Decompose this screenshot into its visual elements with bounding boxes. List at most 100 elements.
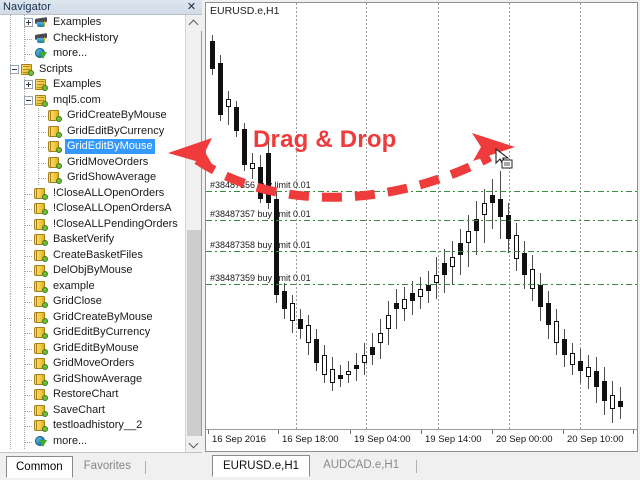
tree-guide-line	[10, 294, 11, 310]
tree-guide-line	[10, 247, 11, 263]
tree-item-examples[interactable]: Examples	[0, 77, 186, 93]
tree-guide-line	[10, 30, 11, 46]
navigator-tree[interactable]: Examples CheckHistory more... Scripts Exampl…	[0, 15, 186, 452]
tree-item-grideditbycurrency[interactable]: GridEditByCurrency	[0, 325, 186, 341]
tree-item-mql5-com[interactable]: mql5.com	[0, 92, 186, 108]
tree-item-gridshowaverage[interactable]: GridShowAverage	[0, 371, 186, 387]
candle-body	[330, 369, 335, 383]
tree-item-gridshowaverage[interactable]: GridShowAverage	[0, 170, 186, 186]
tree-guide-line	[24, 356, 25, 372]
tree-item-testloadhistory-2[interactable]: testloadhistory__2	[0, 418, 186, 434]
script-icon	[34, 233, 48, 247]
tree-item-restorechart[interactable]: RestoreChart	[0, 387, 186, 403]
tree-item-label: GridShowAverage	[53, 372, 143, 385]
tree-item-createbasketfiles[interactable]: CreateBasketFiles	[0, 247, 186, 263]
tree-item-delobjbymouse[interactable]: DelObjByMouse	[0, 263, 186, 279]
tree-item-gridmoveorders[interactable]: GridMoveOrders	[0, 356, 186, 372]
candle-body	[570, 353, 575, 365]
tree-elbow	[39, 116, 47, 117]
tree-guide-line	[10, 387, 11, 403]
candle-body	[506, 215, 511, 239]
candle-body	[314, 339, 319, 363]
tree-elbow	[25, 317, 33, 319]
tree-item-label: more...	[53, 434, 88, 447]
tree-elbow	[25, 348, 33, 350]
tree-guide-line	[10, 201, 11, 217]
tree-item-label: BasketVerify	[53, 233, 115, 246]
expand-icon[interactable]	[24, 80, 33, 89]
tree-item-label: !CloseALLOpenOrders	[53, 186, 165, 199]
tree-item-label: !CloseALLPendingOrders	[53, 217, 178, 230]
candle-body	[490, 195, 495, 203]
navigator-tab-favorites[interactable]: Favorites	[83, 460, 131, 472]
candle-body	[386, 315, 391, 329]
tree-item-label: testloadhistory__2	[53, 419, 143, 432]
tree-elbow	[25, 286, 33, 288]
tree-item-closeallpendingorders[interactable]: !CloseALLPendingOrders	[0, 216, 186, 232]
tree-item-gridcreatebymouse[interactable]: GridCreateByMouse	[0, 309, 186, 325]
tree-item-gridcreatebymouse[interactable]: GridCreateByMouse	[0, 108, 186, 124]
axis-tick-label: 20 Sep 20:00	[637, 434, 638, 445]
collapse-icon[interactable]	[10, 64, 19, 74]
scrollbar-thumb[interactable]	[187, 230, 201, 436]
order-line[interactable]	[206, 251, 637, 252]
order-line[interactable]	[206, 220, 637, 221]
chart-tab-eurusd[interactable]: EURUSD.e,H1	[212, 455, 311, 477]
script-icon	[34, 249, 48, 262]
tree-guide-line	[10, 232, 11, 248]
tree-guide-line	[10, 418, 11, 434]
tree-guide-line	[24, 309, 25, 325]
tree-item-grideditbycurrency[interactable]: GridEditByCurrency	[0, 123, 186, 139]
candle-body	[322, 355, 327, 375]
script-icon	[34, 311, 48, 324]
tree-item-checkhistory[interactable]: CheckHistory	[0, 30, 186, 46]
tree-guide-line	[24, 433, 25, 449]
tree-elbow	[25, 255, 33, 257]
axis-tick-label: 20 Sep 10:00	[567, 434, 624, 445]
axis-tick-label: 19 Sep 04:00	[354, 434, 411, 445]
navigator-scrollbar[interactable]	[185, 15, 202, 452]
tree-item-savechart[interactable]: SaveChart	[0, 402, 186, 418]
candle-body	[498, 199, 503, 217]
tree-item-closeallopenorders[interactable]: !CloseALLOpenOrders	[0, 185, 186, 201]
script-icon	[34, 357, 48, 371]
candle-body	[338, 375, 343, 379]
tree-item-more[interactable]: more...	[0, 433, 186, 449]
collapse-icon[interactable]	[24, 95, 33, 105]
chart-tab-audcad[interactable]: AUDCAD.e,H1	[323, 459, 400, 471]
axis-tick	[633, 430, 634, 434]
tree-item-grideditbymouse[interactable]: GridEditByMouse	[0, 139, 186, 155]
tree-item-basketverify[interactable]: BasketVerify	[0, 232, 186, 248]
candle-wick	[396, 289, 397, 329]
axis-tick-label: 16 Sep 2016	[212, 434, 266, 445]
tree-guide-line	[24, 216, 25, 232]
tree-elbow	[39, 147, 47, 148]
chevron-up-icon[interactable]	[186, 15, 202, 31]
order-line[interactable]	[206, 191, 637, 192]
chevron-down-icon[interactable]	[186, 436, 202, 452]
tree-item-label: GridMoveOrders	[67, 155, 149, 168]
close-icon[interactable]: ✕	[186, 1, 197, 13]
tree-guide-line	[10, 325, 11, 341]
navigator-tab-common[interactable]: Common	[6, 456, 73, 478]
more-globe-icon	[34, 47, 48, 60]
candle-body	[594, 371, 599, 387]
candle-body	[306, 325, 311, 343]
tree-item-examples[interactable]: Examples	[0, 15, 186, 31]
candle-wick	[492, 179, 493, 229]
tree-elbow	[39, 162, 47, 164]
tree-elbow	[39, 131, 47, 133]
tree-elbow	[25, 379, 33, 381]
tree-item-gridclose[interactable]: GridClose	[0, 294, 186, 310]
tree-item-example[interactable]: example	[0, 278, 186, 294]
tree-item-closeallopenordersa[interactable]: !CloseALLOpenOrdersA	[0, 201, 186, 217]
chart-canvas[interactable]: EURUSD.e,H1 #38487356 buy limit 0.01 #384…	[205, 2, 638, 452]
expand-icon[interactable]	[24, 18, 33, 27]
tree-item-gridmoveorders[interactable]: GridMoveOrders	[0, 154, 186, 170]
navigator-titlebar: Navigator ✕	[0, 0, 202, 15]
tree-item-scripts[interactable]: Scripts	[0, 61, 186, 77]
tree-item-more[interactable]: more...	[0, 46, 186, 62]
order-line[interactable]	[206, 284, 637, 285]
tree-item-grideditbymouse[interactable]: GridEditByMouse	[0, 340, 186, 356]
